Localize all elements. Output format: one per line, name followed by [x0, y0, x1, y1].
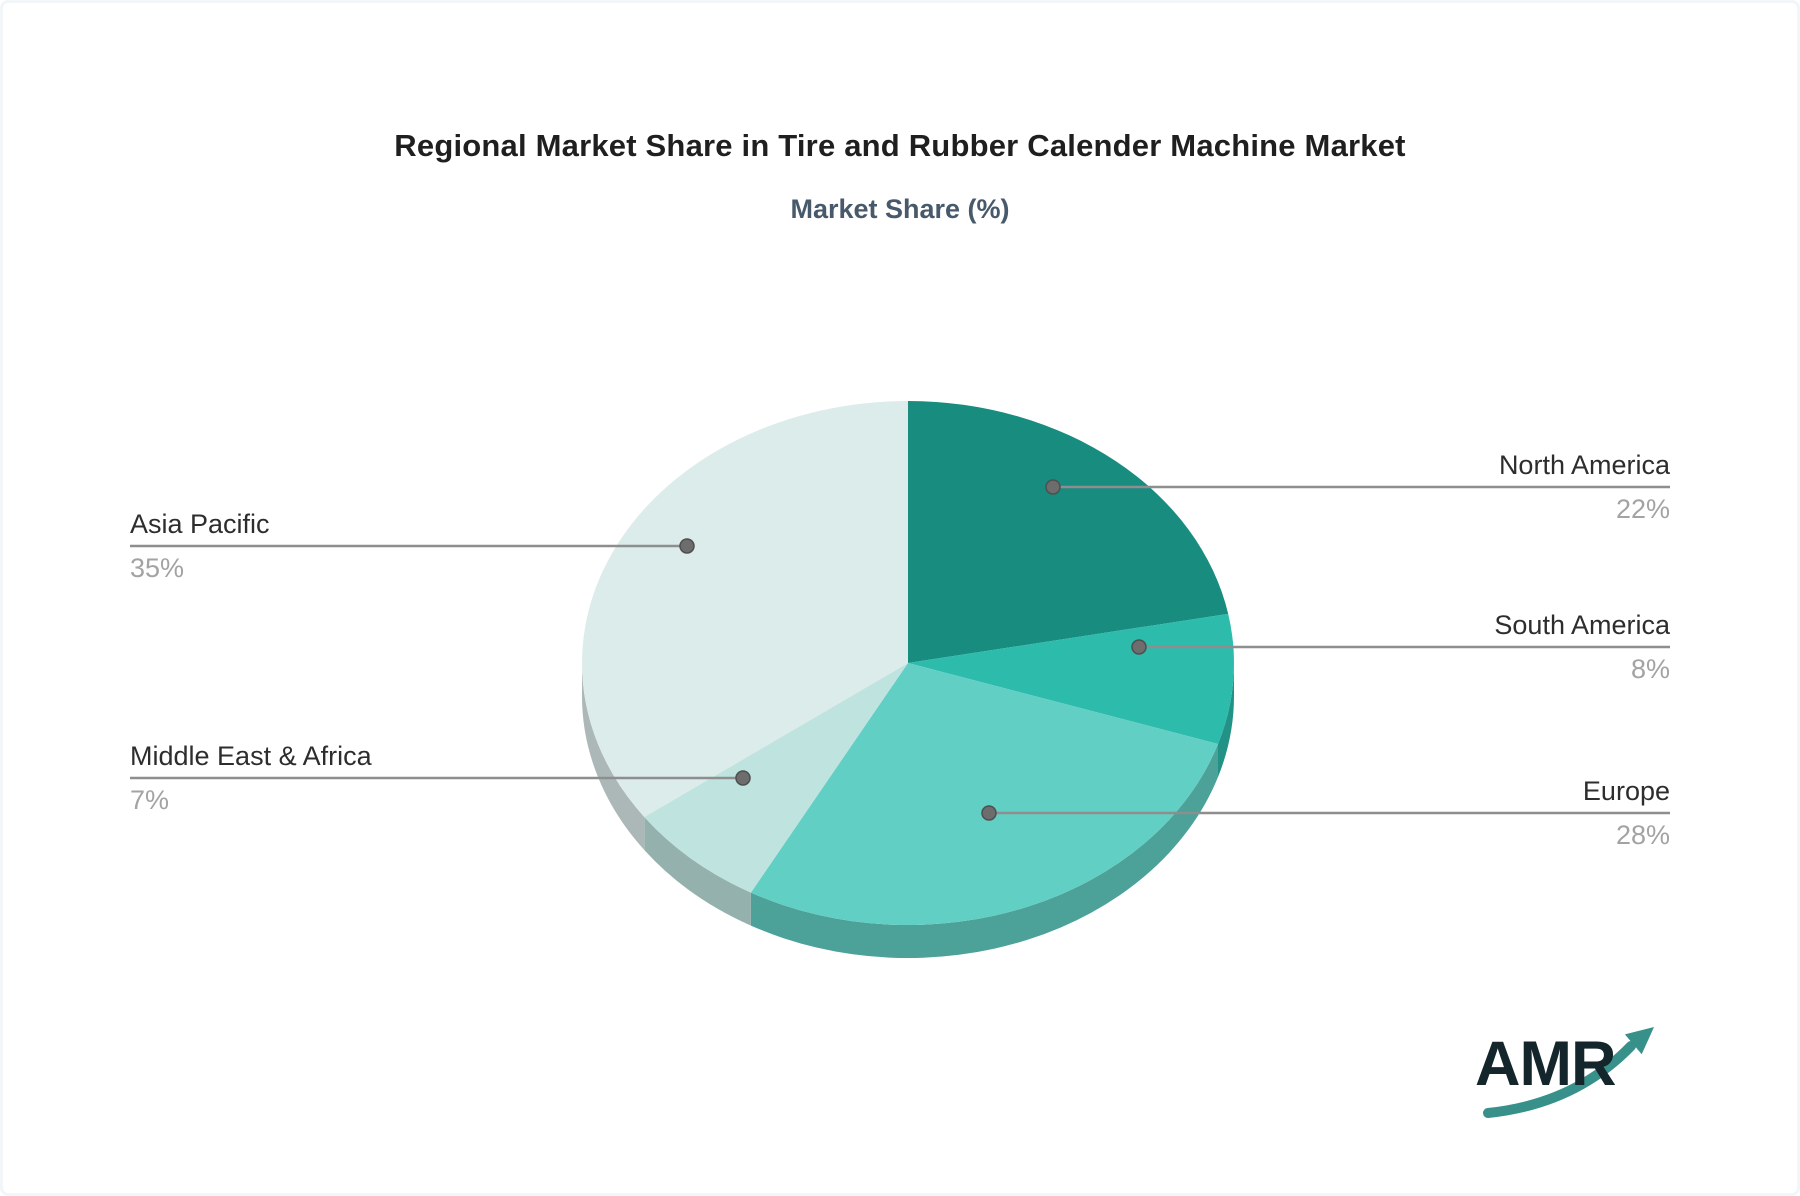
- leader-dot-middle-east-africa: [735, 770, 751, 786]
- slice-label-south-america: South America: [1494, 610, 1670, 640]
- leader-dot-north-america: [1045, 479, 1061, 495]
- slice-value-south-america: 8%: [1630, 654, 1670, 684]
- pie-slice-side-south-america: [1218, 663, 1234, 777]
- leader-dot-south-america: [1131, 639, 1147, 655]
- pie-slice-side-middle-east-africa: [644, 817, 751, 926]
- pie-slice-side-asia-pacific: [582, 663, 645, 850]
- chart-title: Regional Market Share in Tire and Rubber…: [394, 128, 1406, 163]
- amr-logo-text: AMR: [1475, 1029, 1616, 1099]
- slice-value-europe: 28%: [1615, 820, 1670, 850]
- pie-slice-north-america[interactable]: [908, 401, 1229, 663]
- slice-label-middle-east-africa: Middle East & Africa: [130, 741, 372, 771]
- chart-subtitle: Market Share (%): [790, 194, 1010, 224]
- amr-logo-arrowhead-icon: [1624, 1027, 1654, 1055]
- amr-logo-arrow-icon: [1483, 1041, 1636, 1118]
- pie-slice-asia-pacific[interactable]: [582, 401, 908, 817]
- pie-slice-side-europe: [750, 744, 1218, 959]
- leader-dot-europe: [981, 805, 997, 821]
- slice-value-asia-pacific: 35%: [130, 553, 185, 583]
- pie-slice-middle-east-africa[interactable]: [644, 663, 908, 893]
- slice-label-europe: Europe: [1582, 776, 1670, 806]
- slice-value-middle-east-africa: 7%: [130, 785, 170, 815]
- slice-label-north-america: North America: [1498, 450, 1670, 480]
- pie-slice-europe[interactable]: [750, 663, 1218, 926]
- leader-dot-asia-pacific: [679, 538, 695, 554]
- slice-label-asia-pacific: Asia Pacific: [130, 509, 270, 539]
- slice-value-north-america: 22%: [1615, 494, 1670, 524]
